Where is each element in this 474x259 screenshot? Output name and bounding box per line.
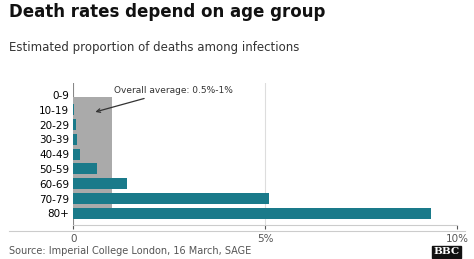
Bar (73, 119, 76, 130)
Bar (73, 208, 430, 219)
Bar (73, 149, 80, 160)
Text: Source: Imperial College London, 16 March, SAGE: Source: Imperial College London, 16 Marc… (9, 246, 252, 256)
Bar (73, 163, 97, 175)
Bar (73, 97, 112, 211)
Bar (73, 134, 76, 145)
Text: Death rates depend on age group: Death rates depend on age group (9, 3, 326, 20)
Text: Overall average: 0.5%-1%: Overall average: 0.5%-1% (97, 86, 233, 112)
Bar (73, 178, 127, 189)
Text: Estimated proportion of deaths among infections: Estimated proportion of deaths among inf… (9, 41, 300, 54)
Bar (73, 193, 269, 204)
Text: BBC: BBC (434, 247, 460, 256)
